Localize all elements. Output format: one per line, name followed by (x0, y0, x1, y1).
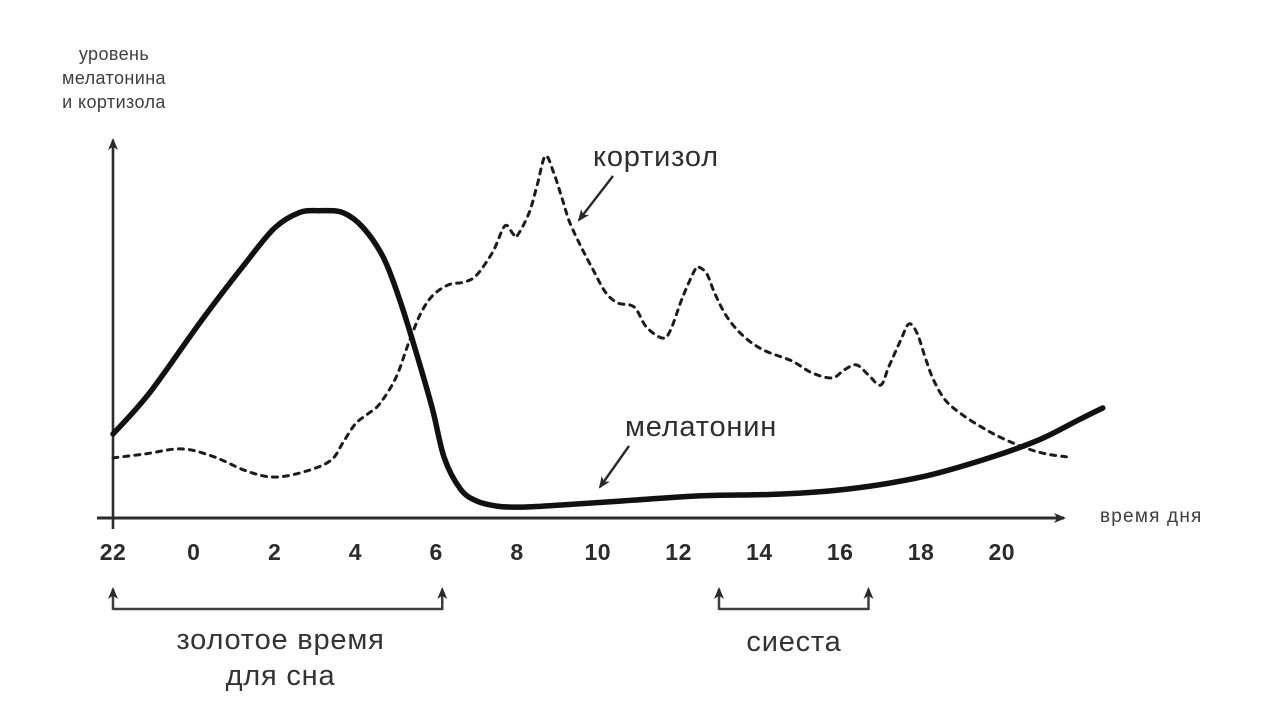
x-axis-label: время дня (1100, 506, 1203, 527)
x-tick-label-8: 8 (510, 539, 524, 565)
y-axis-label-line2: мелатонина (62, 68, 166, 88)
melatonin-series-label: мелатонин (625, 411, 778, 443)
x-tick-label-20: 20 (988, 539, 1016, 565)
x-tick-label-4: 4 (348, 539, 363, 565)
x-tick-label-0: 0 (187, 539, 201, 565)
x-tick-label-2: 2 (267, 539, 282, 565)
siesta-label: сиеста (746, 626, 842, 658)
x-tick-label-6: 6 (429, 539, 443, 565)
curves (110, 154, 1106, 510)
x-tick-label-18: 18 (907, 539, 935, 565)
y-axis-label: уровень мелатонина и кортизола (30, 42, 198, 114)
x-tick-label-10: 10 (584, 539, 612, 565)
x-tick-label-22: 22 (99, 539, 127, 565)
cortisol-series-label: кортизол (593, 141, 719, 173)
x-tick-label-16: 16 (826, 539, 854, 565)
golden-sleep-time-label: золотое время для сна (118, 622, 443, 694)
golden-sleep-time-label-line2: для сна (225, 660, 336, 692)
x-tick-label-12: 12 (665, 539, 692, 565)
axes (97, 138, 1066, 529)
melatonin-pointer-arrow (598, 445, 630, 489)
cortisol-pointer-arrow (577, 175, 614, 222)
cortisol-curve (111, 154, 1068, 479)
x-tick-label-14: 14 (746, 539, 773, 565)
y-axis-label-line3: и кортизола (62, 92, 166, 112)
y-axis-label-line1: уровень (78, 44, 150, 64)
golden-sleep-time-label-line1: золотое время (176, 624, 385, 656)
range-brackets (108, 587, 874, 611)
melatonin-curve (110, 207, 1106, 510)
label-pointer-arrows (577, 175, 630, 489)
